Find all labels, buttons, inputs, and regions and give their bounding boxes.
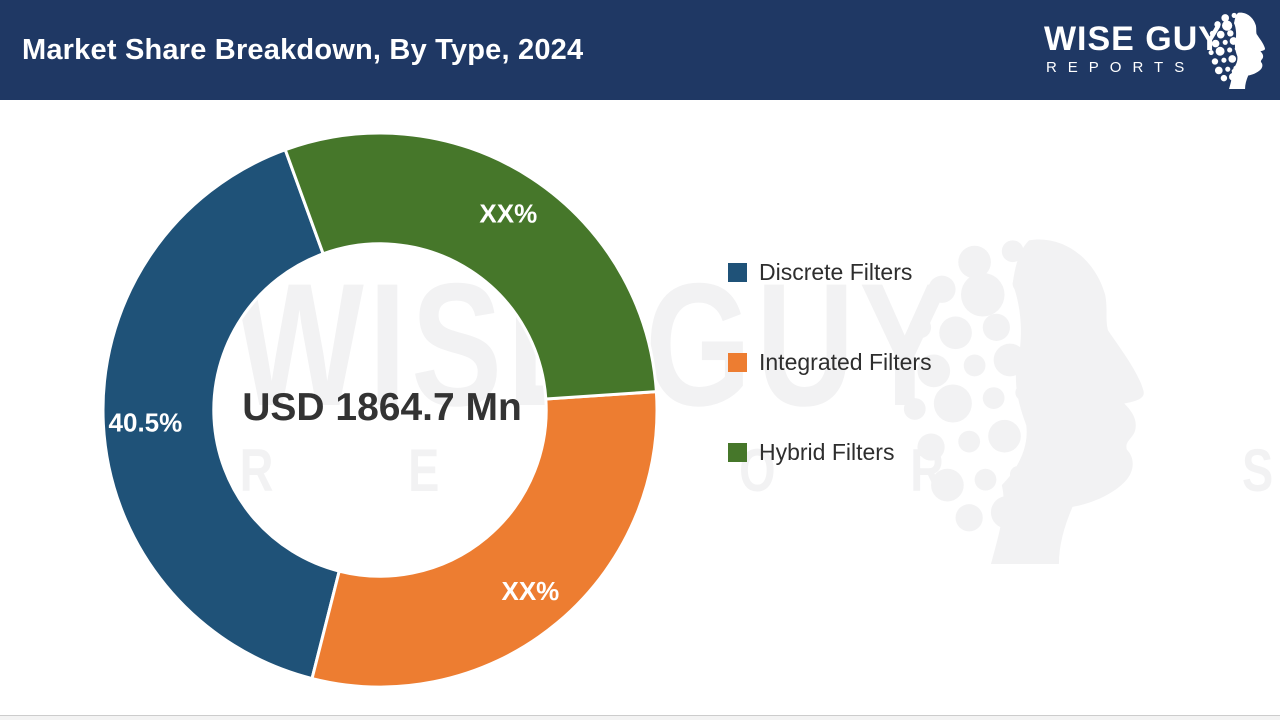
wise-guy-logo: WISE GUY REPORTS (1044, 9, 1270, 89)
logo-subtitle: REPORTS (1045, 58, 1196, 76)
page-title: Market Share Breakdown, By Type, 2024 (22, 33, 584, 66)
chart-canvas: WISE GUY R E P O R T S 40.5% XX% XX% USD 1… (0, 100, 1280, 720)
bottom-border (0, 715, 1280, 720)
header-bar: Market Share Breakdown, By Type, 2024 WI… (0, 0, 1280, 100)
legend-label-integrated-filters: Integrated Filters (759, 349, 932, 375)
slice-value-label: XX% (479, 199, 537, 229)
slice-value-label: XX% (501, 576, 559, 606)
legend-swatch-hybrid-filters (728, 442, 747, 462)
slice-value-label: 40.5% (109, 407, 183, 437)
chart-center-label: USD 1864.7 Mn (242, 386, 522, 429)
legend-swatch-integrated-filters (728, 352, 747, 372)
legend-swatch-discrete-filters (728, 262, 747, 282)
legend-label-discrete-filters: Discrete Filters (759, 259, 913, 285)
legend-item-discrete-filters: Discrete Filters (728, 259, 932, 285)
legend-item-hybrid-filters: Hybrid Filters (728, 439, 932, 465)
donut-slice-integrated-filters (310, 390, 659, 689)
logo-wordmark: WISE GUY (1043, 20, 1222, 59)
donut-slice-discrete-filters (101, 148, 341, 681)
chart-legend: Discrete Filters Integrated Filters Hybr… (728, 259, 932, 529)
legend-item-integrated-filters: Integrated Filters (728, 349, 932, 375)
logo-text: WISE GUY REPORTS (1043, 20, 1222, 76)
donut-chart: 40.5% XX% XX% (101, 131, 659, 689)
legend-label-hybrid-filters: Hybrid Filters (759, 439, 895, 465)
logo-head-icon (1206, 9, 1270, 89)
donut-slice-hybrid-filters (283, 131, 658, 401)
